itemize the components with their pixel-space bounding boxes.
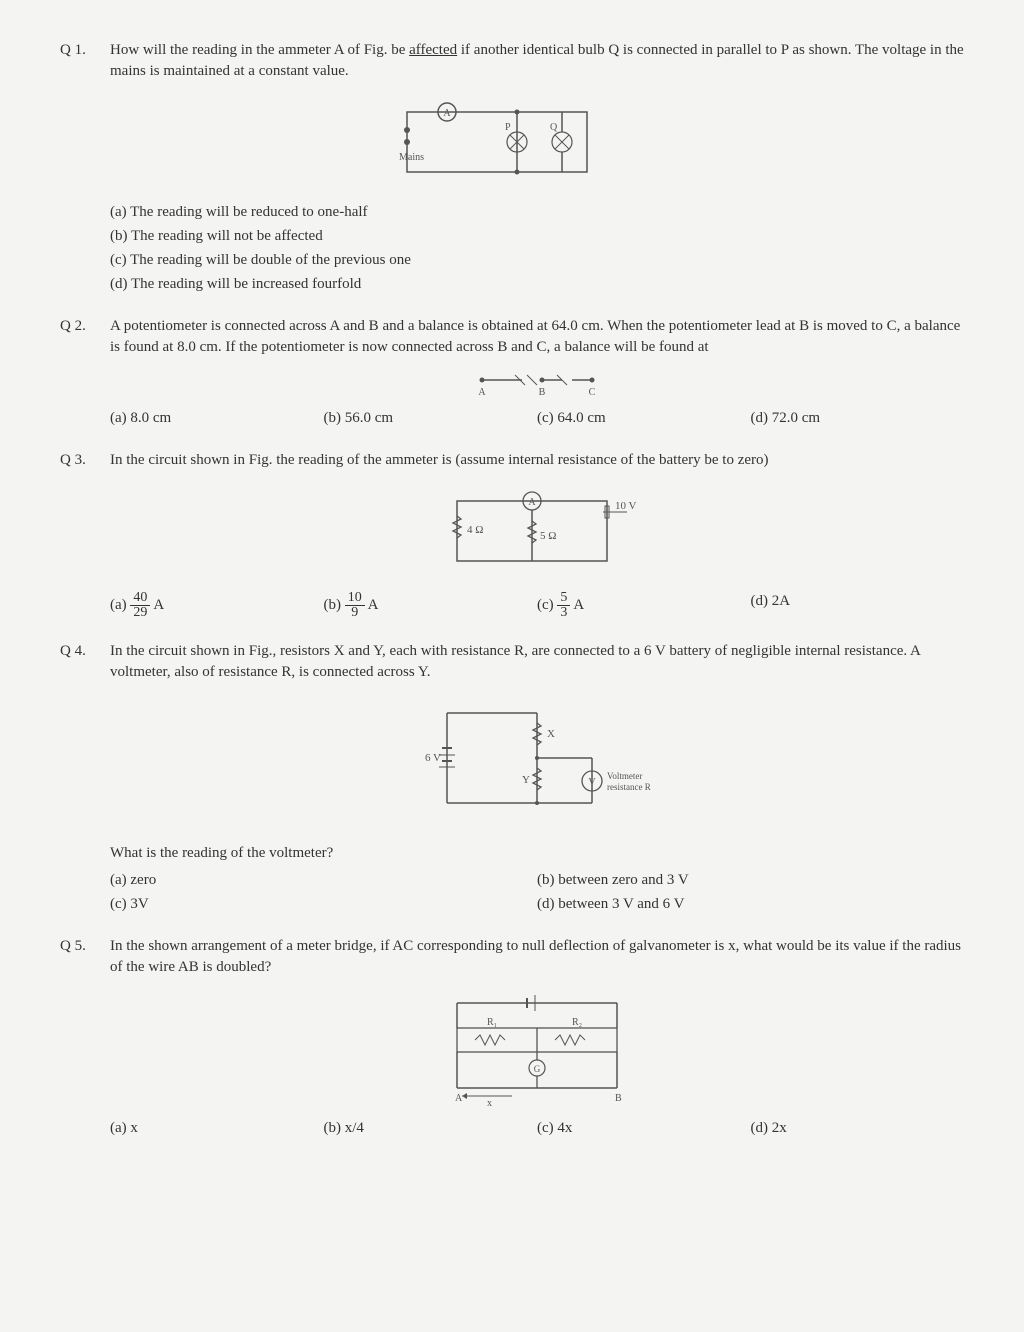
q4-body: In the circuit shown in Fig., resistors … bbox=[110, 641, 964, 918]
q4-opt-a: (a) zero bbox=[110, 870, 537, 891]
q5-number: Q 5. bbox=[60, 936, 110, 1142]
question-1: Q 1. How will the reading in the ammeter… bbox=[60, 40, 964, 298]
q2-opt-c: (c) 64.0 cm bbox=[537, 408, 751, 429]
q5-text: In the shown arrangement of a meter brid… bbox=[110, 938, 961, 975]
q5-opt-a: (a) x bbox=[110, 1118, 324, 1139]
q3-figure: 4 Ω A 5 Ω 10 V bbox=[110, 481, 964, 581]
q5-options: (a) x (b) x/4 (c) 4x (d) 2x bbox=[110, 1118, 964, 1142]
svg-text:Mains: Mains bbox=[399, 152, 424, 163]
q2-body: A potentiometer is connected across A an… bbox=[110, 316, 964, 432]
q2-number: Q 2. bbox=[60, 316, 110, 432]
q1-text-pre: How will the reading in the ammeter A of… bbox=[110, 42, 409, 58]
svg-text:A: A bbox=[478, 387, 486, 398]
svg-text:Y: Y bbox=[522, 774, 530, 786]
q3-a-prefix: (a) bbox=[110, 597, 130, 613]
q4-figure: 6 V X Y V Voltmeter resistance R bbox=[110, 693, 964, 833]
q5-figure: R₁ R₂ G A B x bbox=[110, 988, 964, 1108]
q4-opt-b: (b) between zero and 3 V bbox=[537, 870, 964, 891]
svg-text:B: B bbox=[539, 387, 546, 398]
q3-opt-c: (c) 53 A bbox=[537, 591, 751, 620]
q3-circuit-icon: 4 Ω A 5 Ω 10 V bbox=[427, 481, 647, 581]
q1-opt-b: (b) The reading will not be affected bbox=[110, 226, 964, 247]
svg-text:10 V: 10 V bbox=[615, 500, 637, 512]
q1-figure: A Mains P Q bbox=[110, 92, 964, 192]
q4-text: In the circuit shown in Fig., resistors … bbox=[110, 643, 920, 680]
q2-text: A potentiometer is connected across A an… bbox=[110, 318, 960, 355]
svg-text:4 Ω: 4 Ω bbox=[467, 524, 483, 536]
q4-opt-d: (d) between 3 V and 6 V bbox=[537, 894, 964, 915]
svg-text:P: P bbox=[505, 122, 511, 133]
svg-text:R₂: R₂ bbox=[572, 1017, 582, 1028]
q2-options: (a) 8.0 cm (b) 56.0 cm (c) 64.0 cm (d) 7… bbox=[110, 408, 964, 432]
q4-opt-c: (c) 3V bbox=[110, 894, 537, 915]
q2-opt-b: (b) 56.0 cm bbox=[324, 408, 538, 429]
question-5: Q 5. In the shown arrangement of a meter… bbox=[60, 936, 964, 1142]
svg-text:A: A bbox=[528, 497, 536, 508]
q3-b-prefix: (b) bbox=[324, 597, 345, 613]
svg-text:C: C bbox=[589, 387, 596, 398]
q1-opt-c: (c) The reading will be double of the pr… bbox=[110, 250, 964, 271]
q5-opt-c: (c) 4x bbox=[537, 1118, 751, 1139]
q4-prompt: What is the reading of the voltmeter? bbox=[110, 843, 964, 864]
q2-figure: A B C bbox=[110, 368, 964, 398]
svg-text:x: x bbox=[487, 1098, 492, 1108]
q3-c-prefix: (c) bbox=[537, 597, 557, 613]
q5-opt-b: (b) x/4 bbox=[324, 1118, 538, 1139]
q1-options: (a) The reading will be reduced to one-h… bbox=[110, 202, 964, 295]
q1-circuit-icon: A Mains P Q bbox=[387, 92, 687, 192]
q2-diagram-icon: A B C bbox=[467, 368, 607, 398]
q4-number: Q 4. bbox=[60, 641, 110, 918]
q3-number: Q 3. bbox=[60, 450, 110, 623]
svg-text:V: V bbox=[588, 777, 596, 788]
question-3: Q 3. In the circuit shown in Fig. the re… bbox=[60, 450, 964, 623]
question-2: Q 2. A potentiometer is connected across… bbox=[60, 316, 964, 432]
q2-opt-d: (d) 72.0 cm bbox=[751, 408, 965, 429]
q1-body: How will the reading in the ammeter A of… bbox=[110, 40, 964, 298]
q5-opt-d: (d) 2x bbox=[751, 1118, 965, 1139]
q3-opt-d: (d) 2A bbox=[751, 591, 965, 620]
q5-bridge-icon: R₁ R₂ G A B x bbox=[427, 988, 647, 1108]
q5-body: In the shown arrangement of a meter brid… bbox=[110, 936, 964, 1142]
q2-opt-a: (a) 8.0 cm bbox=[110, 408, 324, 429]
q1-opt-d: (d) The reading will be increased fourfo… bbox=[110, 274, 964, 295]
svg-text:Voltmeter: Voltmeter bbox=[607, 771, 642, 781]
svg-text:5 Ω: 5 Ω bbox=[540, 530, 556, 542]
q3-body: In the circuit shown in Fig. the reading… bbox=[110, 450, 964, 623]
q1-opt-a: (a) The reading will be reduced to one-h… bbox=[110, 202, 964, 223]
q3-opt-a: (a) 4029 A bbox=[110, 591, 324, 620]
q3-options: (a) 4029 A (b) 109 A (c) 53 A (d) 2A bbox=[110, 591, 964, 623]
svg-text:G: G bbox=[534, 1064, 541, 1074]
q1-text-underline: affected bbox=[409, 42, 457, 58]
svg-text:A: A bbox=[455, 1093, 463, 1104]
q3-text: In the circuit shown in Fig. the reading… bbox=[110, 452, 769, 468]
svg-text:6 V: 6 V bbox=[425, 752, 441, 764]
svg-text:resistance R: resistance R bbox=[607, 782, 651, 792]
q3-opt-b: (b) 109 A bbox=[324, 591, 538, 620]
svg-text:B: B bbox=[615, 1093, 622, 1104]
q1-number: Q 1. bbox=[60, 40, 110, 298]
svg-text:Q: Q bbox=[550, 122, 558, 133]
q4-options: (a) zero (b) between zero and 3 V (c) 3V… bbox=[110, 870, 964, 918]
question-4: Q 4. In the circuit shown in Fig., resis… bbox=[60, 641, 964, 918]
svg-text:A: A bbox=[443, 108, 451, 119]
svg-text:X: X bbox=[547, 728, 555, 740]
q4-circuit-icon: 6 V X Y V Voltmeter resistance R bbox=[407, 693, 667, 833]
svg-text:R₁: R₁ bbox=[487, 1017, 497, 1028]
